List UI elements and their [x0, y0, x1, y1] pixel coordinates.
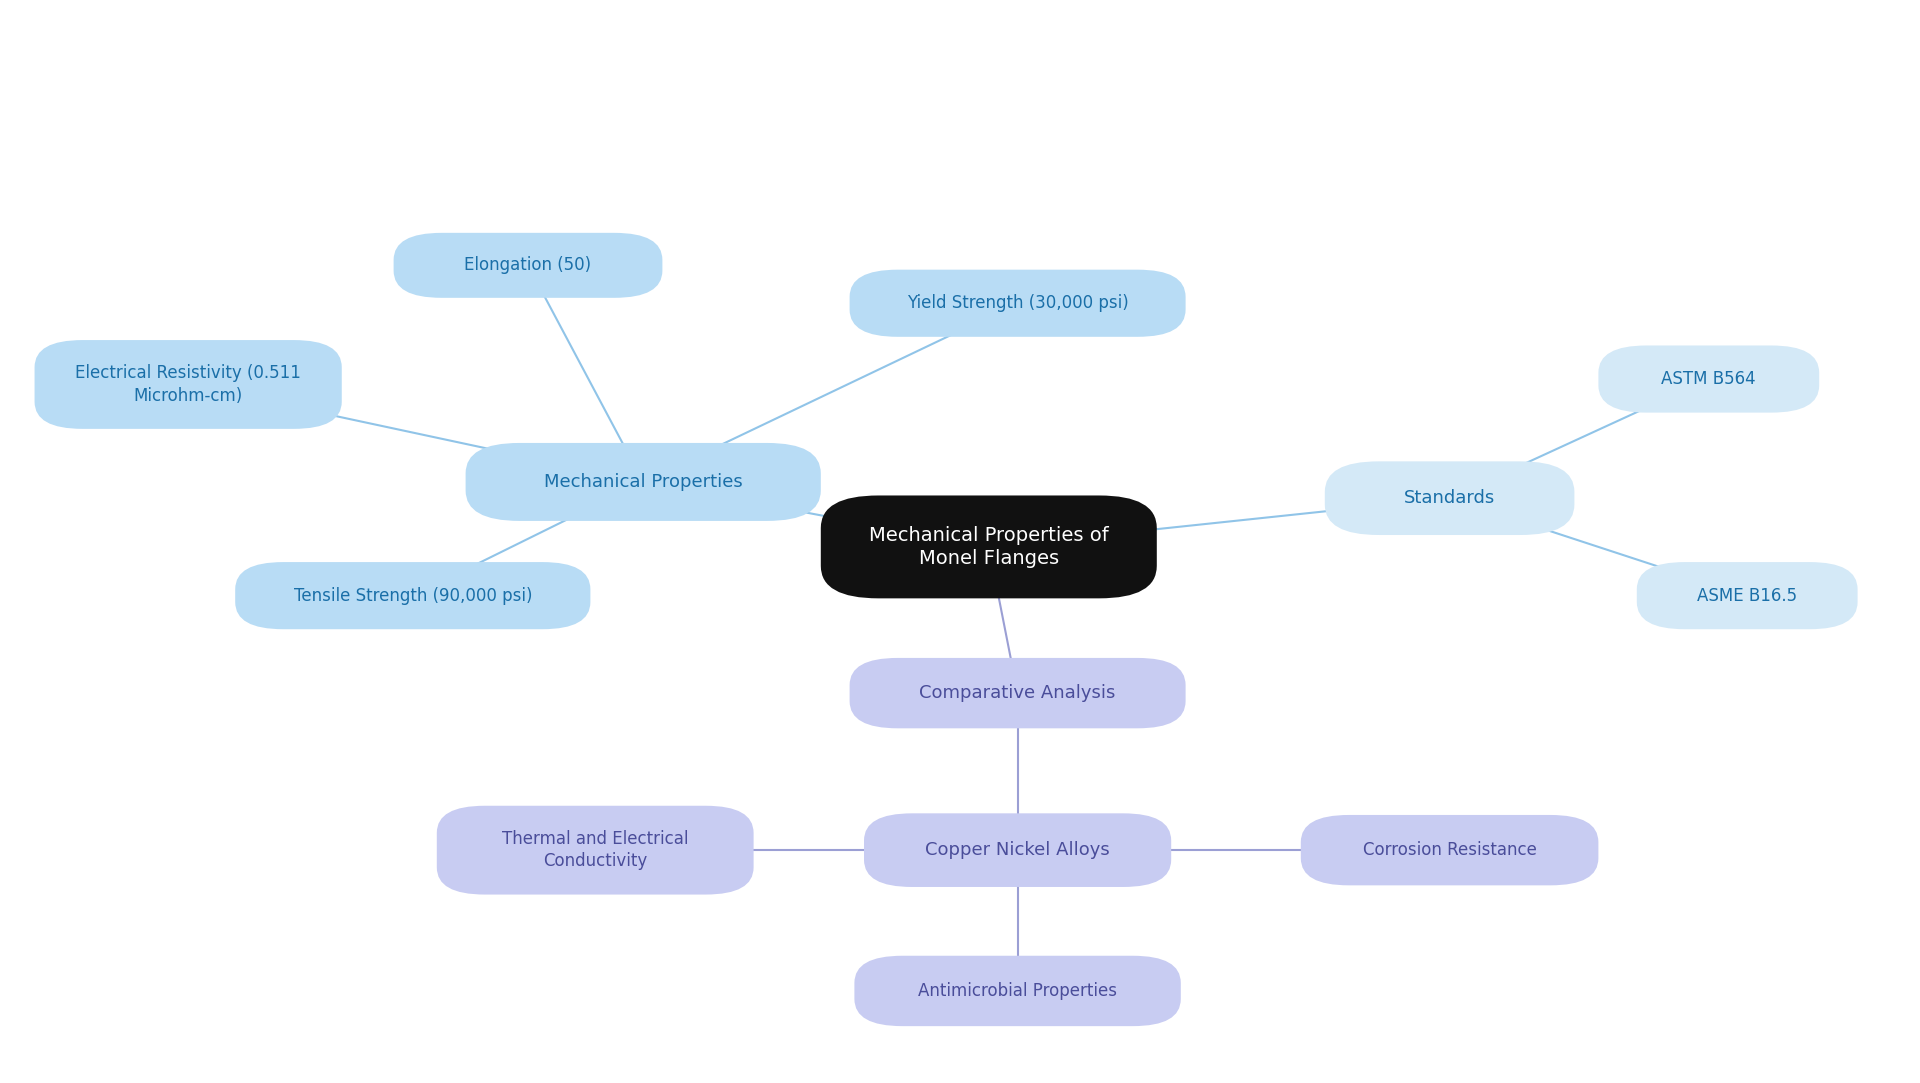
FancyBboxPatch shape	[1597, 345, 1820, 413]
Text: Electrical Resistivity (0.511
Microhm-cm): Electrical Resistivity (0.511 Microhm-cm…	[75, 364, 301, 405]
FancyBboxPatch shape	[436, 806, 753, 895]
Text: ASTM B564: ASTM B564	[1661, 370, 1757, 388]
Text: Mechanical Properties of
Monel Flanges: Mechanical Properties of Monel Flanges	[870, 525, 1108, 569]
FancyBboxPatch shape	[467, 443, 822, 521]
FancyBboxPatch shape	[1325, 461, 1574, 535]
Text: Elongation (50): Elongation (50)	[465, 257, 591, 274]
FancyBboxPatch shape	[234, 562, 591, 629]
FancyBboxPatch shape	[864, 813, 1171, 887]
Text: Tensile Strength (90,000 psi): Tensile Strength (90,000 psi)	[294, 587, 532, 604]
Text: Standards: Standards	[1404, 490, 1496, 507]
FancyBboxPatch shape	[1636, 562, 1859, 629]
FancyBboxPatch shape	[854, 955, 1181, 1027]
FancyBboxPatch shape	[394, 233, 662, 298]
Text: Comparative Analysis: Comparative Analysis	[920, 684, 1116, 702]
Text: ASME B16.5: ASME B16.5	[1697, 587, 1797, 604]
Text: Antimicrobial Properties: Antimicrobial Properties	[918, 982, 1117, 1000]
Text: Copper Nickel Alloys: Copper Nickel Alloys	[925, 841, 1110, 859]
FancyBboxPatch shape	[1302, 814, 1597, 886]
FancyBboxPatch shape	[822, 496, 1156, 598]
Text: Thermal and Electrical
Conductivity: Thermal and Electrical Conductivity	[501, 830, 689, 871]
Text: Yield Strength (30,000 psi): Yield Strength (30,000 psi)	[906, 295, 1129, 312]
Text: Mechanical Properties: Mechanical Properties	[543, 473, 743, 491]
FancyBboxPatch shape	[35, 340, 342, 429]
Text: Corrosion Resistance: Corrosion Resistance	[1363, 841, 1536, 859]
FancyBboxPatch shape	[849, 270, 1185, 337]
FancyBboxPatch shape	[849, 657, 1185, 728]
